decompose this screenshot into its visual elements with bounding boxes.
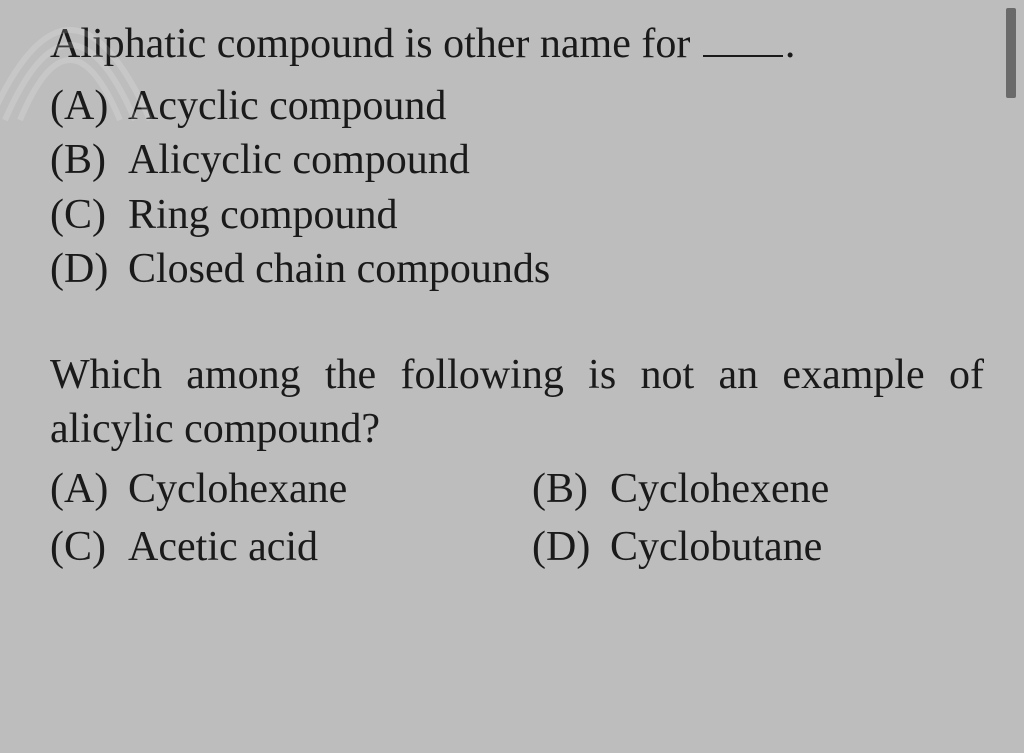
option-a: (A)Acyclic compound [50, 79, 984, 134]
question-2-stem: Which among the following is not an exam… [50, 349, 984, 457]
option-text: Cyclohexene [610, 466, 829, 512]
option-text: Acetic acid [128, 524, 318, 570]
option-b: (B)Alicyclic compound [50, 133, 984, 188]
option-a: (A)Cyclohexane [50, 462, 502, 517]
option-letter: (B) [532, 462, 610, 517]
fill-blank [703, 55, 783, 57]
option-c: (C)Acetic acid [50, 520, 502, 575]
option-d: (D)Cyclobutane [532, 520, 984, 575]
page-content: Aliphatic compound is other name for . (… [0, 0, 1024, 575]
question-1: Aliphatic compound is other name for . (… [50, 18, 984, 297]
option-d: (D)Closed chain compounds [50, 242, 984, 297]
question-2: Which among the following is not an exam… [50, 349, 984, 575]
option-letter: (A) [50, 462, 128, 517]
question-2-options: (A)Cyclohexane (B)Cyclohexene (C)Acetic … [50, 462, 984, 575]
option-b: (B)Cyclohexene [532, 462, 984, 517]
option-letter: (C) [50, 520, 128, 575]
option-text: Closed chain compounds [128, 246, 550, 292]
option-letter: (A) [50, 79, 128, 134]
scrollbar-thumb[interactable] [1006, 8, 1016, 98]
option-letter: (D) [50, 242, 128, 297]
question-1-options: (A)Acyclic compound (B)Alicyclic compoun… [50, 79, 984, 297]
stem-text-pre: Aliphatic compound is other name for [50, 21, 701, 67]
question-1-stem: Aliphatic compound is other name for . [50, 18, 984, 71]
option-c: (C)Ring compound [50, 188, 984, 243]
option-text: Ring compound [128, 192, 398, 238]
option-text: Cyclobutane [610, 524, 822, 570]
option-text: Acyclic compound [128, 83, 446, 129]
stem-text: Which among the following is not an exam… [50, 352, 984, 452]
option-letter: (C) [50, 188, 128, 243]
stem-text-post: . [785, 21, 796, 67]
option-letter: (B) [50, 133, 128, 188]
option-text: Cyclohexane [128, 466, 347, 512]
option-text: Alicyclic compound [128, 137, 470, 183]
option-letter: (D) [532, 520, 610, 575]
